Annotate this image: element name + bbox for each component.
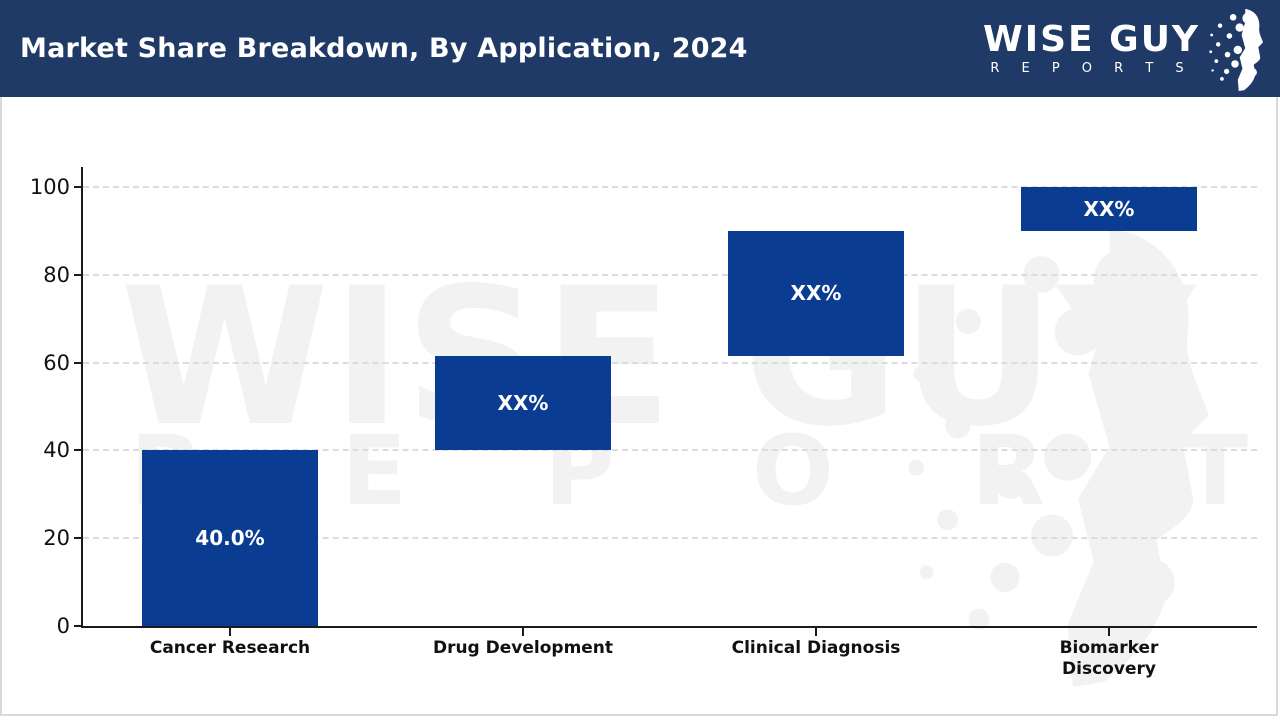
y-tick-mark [74,625,83,627]
x-tick-mark [522,628,524,636]
y-tick-mark [74,186,83,188]
y-axis-line [81,167,83,628]
y-tick-label: 60 [43,350,70,375]
bar-segment-0 [142,450,318,626]
x-category-label: Biomarker Discovery [1059,638,1159,679]
bar-value-label: XX% [790,281,842,306]
brand-logo: WISE GUY R E P O R T S [983,6,1266,92]
x-tick-mark [1108,628,1110,636]
brand-name: WISE GUY [982,19,1200,60]
y-tick-label: 40 [43,438,70,463]
bar-value-label: XX% [1083,196,1135,221]
x-tick-mark [229,628,231,636]
x-category-label: Cancer Research [149,638,311,658]
gridline-80 [83,273,1257,276]
bar-value-label: 40.0% [195,526,265,551]
x-axis-line [81,626,1257,628]
y-tick-label: 0 [56,614,70,638]
gridline-100 [83,186,1257,188]
brand-subtitle: R E P O R T S [990,61,1193,76]
y-tick-label: 20 [43,526,70,551]
y-tick-label: 80 [43,262,70,287]
y-tick-label: 100 [29,175,70,199]
y-tick-mark [74,361,83,364]
y-tick-mark [74,537,83,540]
brand-logo-text: WISE GUY R E P O R T S [983,21,1200,77]
bar-value-label: XX% [497,391,549,416]
gridline-20 [83,537,1257,540]
header-bar: Market Share Breakdown, By Application, … [0,0,1280,97]
page-title: Market Share Breakdown, By Application, … [20,33,748,64]
bar-segment-3 [1021,187,1197,231]
bar-segment-1 [435,356,611,451]
bar-segment-2 [728,230,904,356]
y-tick-mark [74,273,83,276]
x-category-label: Clinical Diagnosis [731,638,901,658]
x-category-label: Drug Development [432,638,614,658]
dotted-head-icon [1209,8,1263,91]
gridline-40 [83,449,1257,452]
gridline-60 [83,361,1257,364]
y-tick-mark [74,449,83,452]
x-tick-mark [815,628,817,636]
